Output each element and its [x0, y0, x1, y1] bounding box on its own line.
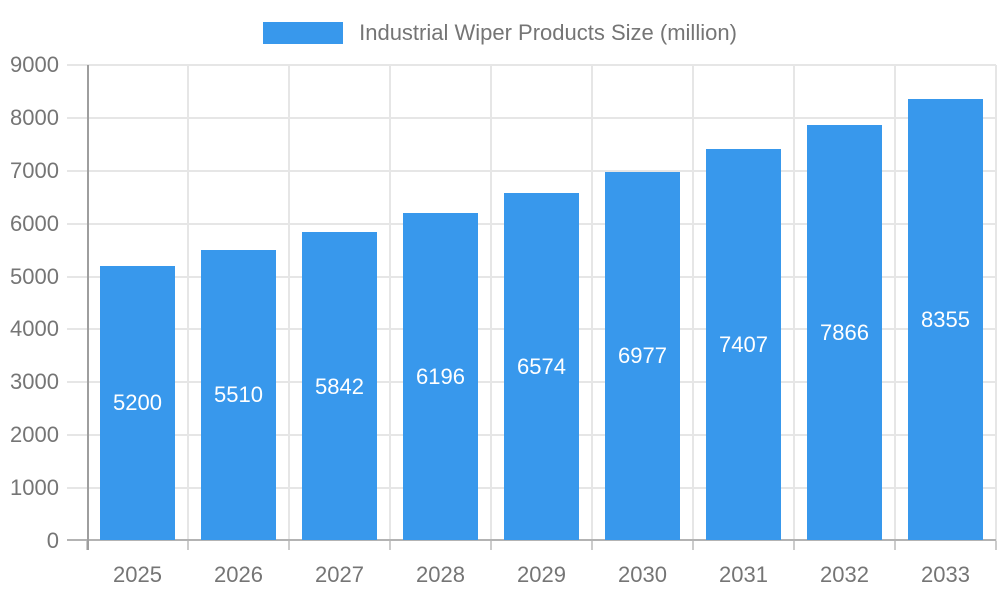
y-axis-tick-label: 3000	[10, 369, 59, 395]
bar-value-label: 5510	[214, 382, 263, 408]
bar-value-label: 5842	[315, 373, 364, 399]
y-axis-tick-label: 5000	[10, 263, 59, 289]
legend: Industrial Wiper Products Size (million)	[0, 20, 1000, 46]
y-axis-tick-label: 6000	[10, 210, 59, 236]
bar[interactable]	[302, 232, 377, 540]
y-axis-tick-label: 8000	[10, 104, 59, 130]
h-gridline	[67, 116, 996, 119]
legend-swatch-icon	[263, 22, 344, 44]
x-axis-tick-label: 2028	[416, 562, 465, 587]
y-axis-tick-label: 4000	[10, 316, 59, 342]
x-axis-tick	[995, 541, 997, 550]
v-gridline	[692, 65, 694, 541]
x-axis-tick-label: 2026	[214, 562, 263, 587]
bar-value-label: 6196	[416, 364, 465, 390]
h-gridline	[67, 64, 996, 66]
x-axis-tick	[490, 541, 492, 550]
x-axis-tick-label: 2029	[517, 562, 566, 587]
x-axis-line	[67, 539, 996, 541]
bar-value-label: 7407	[719, 332, 768, 358]
bar[interactable]	[403, 213, 478, 540]
y-axis-tick-label: 0	[46, 528, 59, 553]
legend-label: Industrial Wiper Products Size (million)	[359, 20, 737, 45]
x-axis-tick	[793, 541, 795, 550]
legend-item[interactable]: Industrial Wiper Products Size (million)	[263, 20, 737, 46]
x-axis-tick	[894, 541, 896, 550]
y-axis-tick-label: 2000	[10, 422, 59, 448]
bar[interactable]	[908, 99, 983, 540]
y-axis-line	[87, 65, 89, 550]
x-axis-tick	[288, 541, 290, 550]
v-gridline	[288, 65, 290, 541]
v-gridline	[389, 65, 391, 541]
bar-value-label: 8355	[921, 307, 970, 333]
x-axis-tick-label: 2025	[113, 562, 162, 587]
v-gridline	[995, 65, 997, 541]
x-axis-tick-label: 2032	[820, 562, 869, 587]
bar[interactable]	[100, 265, 175, 540]
x-axis-tick	[591, 541, 593, 550]
plot-area: 5200 5510 5842 6196 6574 6977 7407 7866 8355	[67, 64, 997, 550]
x-axis-tick	[692, 541, 694, 550]
bar[interactable]	[504, 193, 579, 540]
x-axis-tick	[187, 541, 189, 550]
y-axis-tick-label: 1000	[10, 475, 59, 501]
bar-value-label: 5200	[113, 390, 162, 416]
v-gridline	[490, 65, 492, 541]
x-axis-tick	[389, 541, 391, 550]
x-axis-tick-label: 2030	[618, 562, 667, 587]
y-axis-tick-label: 9000	[10, 52, 59, 77]
y-axis-tick-label: 7000	[10, 157, 59, 183]
bar-value-label: 6574	[517, 354, 566, 380]
x-axis-tick-label: 2031	[719, 562, 768, 587]
x-axis-tick-label: 2027	[315, 562, 364, 587]
v-gridline	[187, 65, 189, 541]
v-gridline	[793, 65, 795, 541]
bar-value-label: 6977	[618, 343, 667, 369]
v-gridline	[894, 65, 896, 541]
bar[interactable]	[605, 171, 680, 540]
v-gridline	[591, 65, 593, 541]
h-gridline	[67, 169, 996, 172]
bar[interactable]	[201, 249, 276, 540]
bar[interactable]	[706, 149, 781, 540]
bar-value-label: 7866	[820, 319, 869, 345]
x-axis-tick-label: 2033	[921, 562, 970, 587]
bar[interactable]	[807, 124, 882, 540]
